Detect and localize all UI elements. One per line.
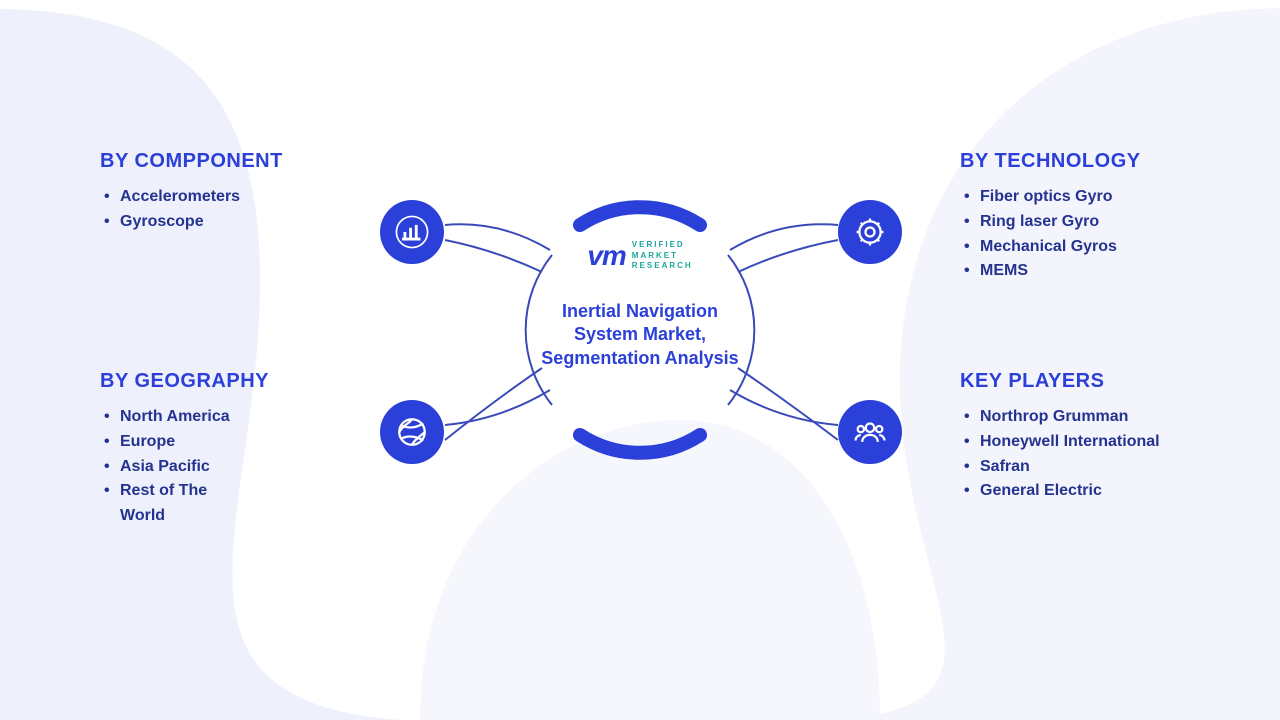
list-item: Asia Pacific: [104, 455, 360, 480]
people-icon: [838, 400, 902, 464]
list-item: Accelerometers: [104, 185, 360, 210]
list-item: Fiber optics Gyro: [964, 185, 1220, 210]
segment-geography: BY GEOGRAPHY North America Europe Asia P…: [100, 370, 360, 529]
logo-text: VERIFIED MARKET RESEARCH: [632, 240, 693, 271]
gear-icon: [838, 200, 902, 264]
list-item: Mechanical Gyros: [964, 235, 1220, 260]
segment-component: BY COMPPONENT Accelerometers Gyroscope: [100, 150, 360, 235]
segment-list: Northrop Grumman Honeywell International…: [960, 405, 1220, 504]
hub-title: Inertial Navigation System Market, Segme…: [540, 300, 740, 370]
vmr-logo: vm VERIFIED MARKET RESEARCH: [587, 240, 692, 272]
segment-heading: BY COMPPONENT: [100, 150, 360, 173]
list-item: Honeywell International: [964, 430, 1220, 455]
globe-icon: [380, 400, 444, 464]
segment-technology: BY TECHNOLOGY Fiber optics Gyro Ring las…: [960, 150, 1220, 284]
list-item: Rest of The World: [104, 479, 244, 529]
list-item: Europe: [104, 430, 360, 455]
list-item: Ring laser Gyro: [964, 210, 1220, 235]
list-item: Gyroscope: [104, 210, 360, 235]
list-item: Safran: [964, 455, 1220, 480]
bar-chart-icon: [380, 200, 444, 264]
logo-mark: vm: [587, 240, 625, 272]
list-item: MEMS: [964, 259, 1220, 284]
list-item: North America: [104, 405, 360, 430]
central-hub: vm VERIFIED MARKET RESEARCH Inertial Nav…: [490, 170, 790, 470]
segment-heading: KEY PLAYERS: [960, 370, 1220, 393]
segment-heading: BY TECHNOLOGY: [960, 150, 1220, 173]
segment-list: North America Europe Asia Pacific Rest o…: [100, 405, 360, 529]
list-item: Northrop Grumman: [964, 405, 1220, 430]
segment-key-players: KEY PLAYERS Northrop Grumman Honeywell I…: [960, 370, 1220, 504]
segment-list: Fiber optics Gyro Ring laser Gyro Mechan…: [960, 185, 1220, 284]
list-item: General Electric: [964, 479, 1220, 504]
segment-list: Accelerometers Gyroscope: [100, 185, 360, 235]
segment-heading: BY GEOGRAPHY: [100, 370, 360, 393]
